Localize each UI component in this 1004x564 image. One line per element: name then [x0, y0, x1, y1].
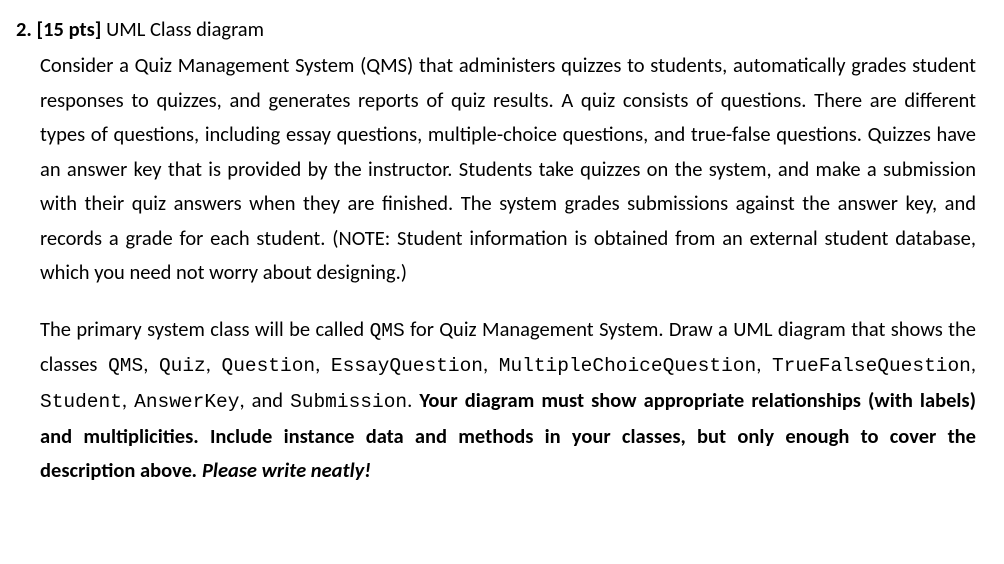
- p2-t3: .: [407, 387, 419, 413]
- paragraph-1: Consider a Quiz Management System (QMS) …: [40, 48, 976, 289]
- class-truefalsequestion: TrueFalseQuestion: [772, 355, 971, 377]
- p2-bold-italic: . Please write neatly!: [192, 457, 371, 483]
- sep6: ,: [971, 351, 976, 377]
- class-question: Question: [222, 355, 316, 377]
- class-qms-1: QMS: [370, 320, 405, 342]
- question-header-line: 2. [15 pts] UML Class diagram: [16, 12, 976, 46]
- class-student: Student: [40, 391, 122, 413]
- class-submission: Submission: [290, 391, 407, 413]
- sep2: ,: [206, 351, 222, 377]
- paragraph-2: The primary system class will be called …: [40, 312, 976, 488]
- question-title: UML Class diagram: [101, 16, 264, 42]
- question-number: 2. [15 pts]: [16, 16, 101, 42]
- class-essayquestion: EssayQuestion: [331, 355, 483, 377]
- class-answerkey: AnswerKey: [134, 391, 239, 413]
- sep4: ,: [483, 351, 499, 377]
- class-quiz: Quiz: [159, 355, 206, 377]
- class-multiplechoicequestion: MultipleChoiceQuestion: [499, 355, 756, 377]
- sep3: ,: [315, 351, 331, 377]
- class-qms-2: QMS: [108, 355, 143, 377]
- p2-t1: The primary system class will be called: [40, 316, 370, 342]
- sep8: , and: [239, 387, 290, 413]
- sep1: ,: [143, 351, 159, 377]
- sep7: ,: [122, 387, 134, 413]
- para1-text: Consider a Quiz Management System (QMS) …: [40, 52, 976, 285]
- sep5: ,: [756, 351, 772, 377]
